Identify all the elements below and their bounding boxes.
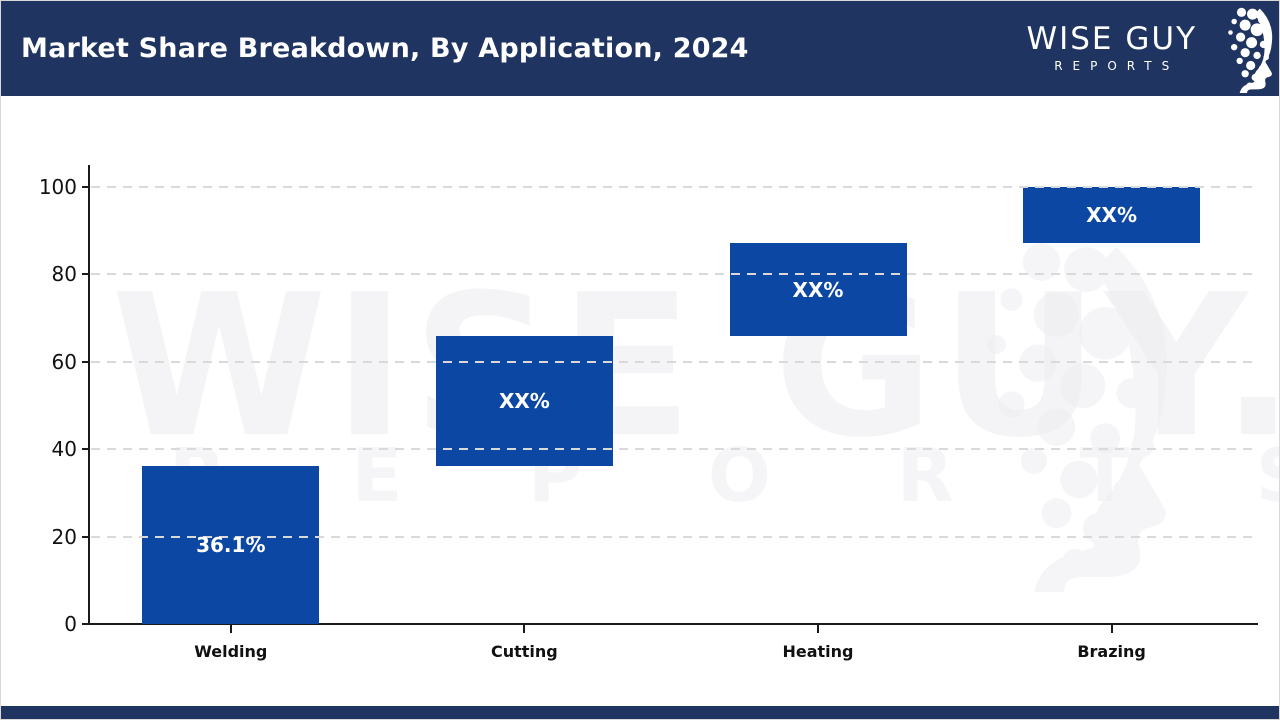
y-axis-tick-label: 100 <box>38 175 77 199</box>
y-axis-tick <box>82 360 89 363</box>
x-axis-tick <box>523 625 526 633</box>
bar-value-label: 36.1% <box>196 533 266 558</box>
y-axis-tick-label: 40 <box>51 437 77 462</box>
bar-brazing <box>1023 187 1201 244</box>
bar-value-label: XX% <box>792 277 844 302</box>
gridline <box>91 273 1253 276</box>
gridline <box>91 535 1253 538</box>
bar-welding <box>142 466 320 624</box>
bar-cutting <box>435 336 613 467</box>
x-axis-tick <box>1110 625 1113 633</box>
y-axis-tick-label: 20 <box>51 524 77 549</box>
y-axis-tick-label: 0 <box>64 612 77 636</box>
x-axis-category-label: Cutting <box>491 642 558 661</box>
header-band: Market Share Breakdown, By Application, … <box>1 1 1279 96</box>
bar-value-label: XX% <box>498 389 550 414</box>
y-axis-tick <box>82 273 89 276</box>
bar-value-label: XX% <box>1086 203 1138 228</box>
wiseguy-logo-text: WISE GUY REPORTS <box>1026 21 1197 74</box>
gridline <box>91 186 1253 188</box>
bar-heating <box>729 243 907 337</box>
y-axis-tick <box>82 623 89 625</box>
x-axis-category-label: Brazing <box>1077 642 1146 661</box>
wiseguy-logo-wordmark: WISE GUY <box>1026 21 1197 57</box>
x-axis-spine <box>88 623 1258 625</box>
x-axis-tick <box>817 625 819 633</box>
y-axis-tick <box>82 448 89 451</box>
wiseguy-logo: WISE GUY REPORTS <box>1026 1 1273 96</box>
chart-title: Market Share Breakdown, By Application, … <box>21 33 749 64</box>
y-axis-spine <box>88 165 90 625</box>
y-axis-tick-label: 80 <box>51 262 77 287</box>
y-axis-tick-label: 60 <box>51 349 77 374</box>
gridline <box>91 448 1253 451</box>
x-axis-category-label: Welding <box>194 642 268 661</box>
wiseguy-head-watermark <box>987 243 1168 592</box>
x-axis-category-label: Heating <box>782 642 854 661</box>
y-axis-tick <box>82 535 89 538</box>
wiseguy-head-icon <box>1228 7 1273 93</box>
gridline <box>91 360 1253 363</box>
wiseguy-logo-subtitle: REPORTS <box>1054 59 1180 73</box>
y-axis-tick <box>82 186 89 188</box>
footer-band <box>1 706 1279 719</box>
x-axis-tick <box>229 625 232 633</box>
